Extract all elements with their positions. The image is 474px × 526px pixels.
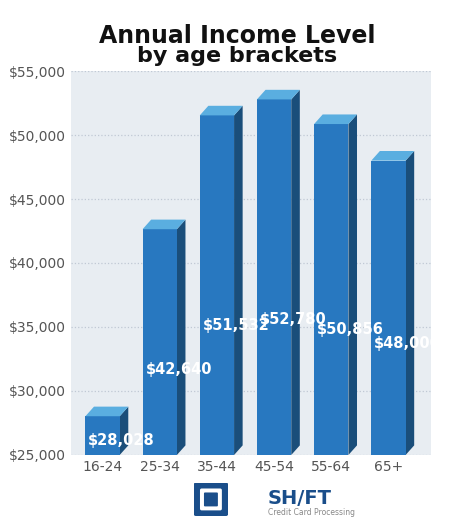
Text: Annual Income Level: Annual Income Level: [99, 24, 375, 48]
Text: $42,640: $42,640: [146, 362, 212, 377]
Polygon shape: [234, 106, 243, 455]
Text: $50,856: $50,856: [317, 322, 384, 337]
Polygon shape: [200, 115, 234, 455]
Polygon shape: [257, 99, 291, 455]
Polygon shape: [120, 407, 128, 455]
Text: $52,780: $52,780: [260, 312, 327, 327]
Polygon shape: [348, 115, 357, 455]
Polygon shape: [143, 229, 177, 455]
Polygon shape: [177, 220, 185, 455]
Polygon shape: [314, 124, 348, 455]
Text: $28,028: $28,028: [88, 433, 155, 448]
Polygon shape: [371, 160, 406, 455]
FancyBboxPatch shape: [200, 489, 222, 510]
Text: SH/FT: SH/FT: [268, 489, 332, 508]
FancyBboxPatch shape: [204, 492, 218, 507]
Polygon shape: [85, 407, 128, 416]
Text: Credit Card Processing: Credit Card Processing: [268, 508, 355, 518]
Polygon shape: [314, 115, 357, 124]
Polygon shape: [291, 90, 300, 455]
Polygon shape: [257, 90, 300, 99]
Polygon shape: [200, 106, 243, 115]
Text: $48,000: $48,000: [374, 336, 441, 351]
Polygon shape: [85, 416, 120, 455]
Polygon shape: [143, 220, 185, 229]
FancyBboxPatch shape: [193, 482, 228, 516]
Text: by age brackets: by age brackets: [137, 46, 337, 66]
Polygon shape: [371, 151, 414, 160]
Text: $51,532: $51,532: [202, 318, 269, 333]
Polygon shape: [406, 151, 414, 455]
